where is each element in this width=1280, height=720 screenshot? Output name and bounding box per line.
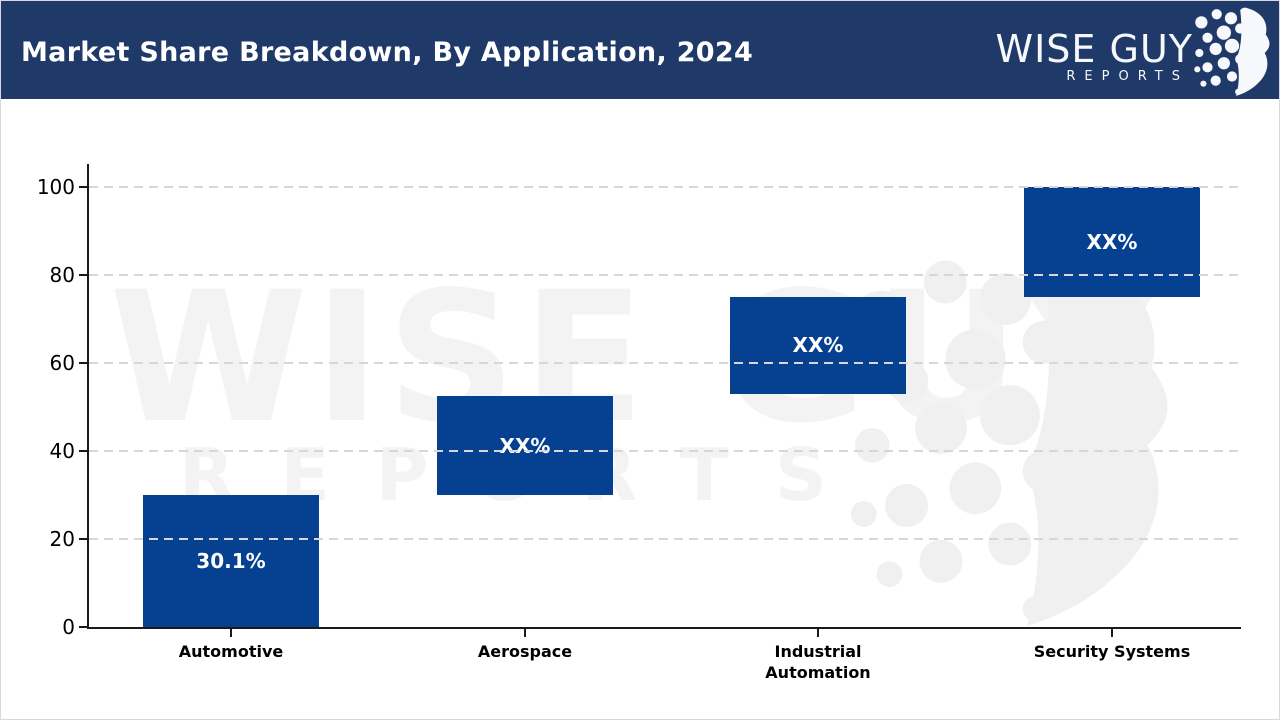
- y-axis-line: [87, 164, 89, 629]
- y-tick-20: [79, 538, 87, 540]
- y-tick-label-100: 100: [36, 175, 75, 199]
- y-tick-0: [79, 626, 87, 628]
- y-tick-60: [79, 362, 87, 364]
- bar-aerospace: XX%: [437, 396, 613, 495]
- x-tick-2: [817, 629, 819, 637]
- y-tick-label-60: 60: [49, 351, 75, 375]
- gridline-20: [89, 538, 1241, 540]
- x-axis-line: [87, 627, 1241, 629]
- bar-security-systems: XX%: [1024, 187, 1200, 297]
- gridline-60: [89, 362, 1241, 364]
- bar-value-label-security-systems: XX%: [1086, 230, 1138, 254]
- y-tick-100: [79, 186, 87, 188]
- bar-value-label-industrial-automation: XX%: [792, 333, 844, 358]
- y-tick-80: [79, 274, 87, 276]
- bar-automotive: 30.1%: [143, 494, 319, 627]
- y-tick-label-0: 0: [62, 615, 75, 639]
- y-tick-40: [79, 450, 87, 452]
- gridline-40: [89, 450, 1241, 452]
- bar-industrial-automation: XX%: [730, 297, 906, 394]
- x-tick-3: [1111, 629, 1113, 637]
- x-category-label-3: Security Systems: [1033, 642, 1191, 661]
- brand-name: WISE GUY: [995, 27, 1193, 71]
- header-bar: Market Share Breakdown, By Application, …: [1, 1, 1279, 99]
- x-category-label-1: Aerospace: [477, 642, 573, 661]
- x-category-label-2: Industrial Automation: [765, 642, 871, 682]
- x-category-label-0: Automotive: [178, 642, 284, 661]
- gridline-80: [89, 274, 1241, 276]
- bar-value-label-aerospace: XX%: [499, 433, 551, 458]
- brand-subname: REPORTS: [1066, 69, 1189, 84]
- plot-area: 0 20 40 60 80 100 30.1% XX% XX% XX% Automotive Aero…: [1, 99, 1279, 719]
- gridline-100: [89, 186, 1241, 188]
- y-tick-label-20: 20: [49, 527, 75, 551]
- x-tick-0: [230, 629, 232, 637]
- y-tick-label-80: 80: [49, 263, 75, 287]
- page-title: Market Share Breakdown, By Application, …: [21, 37, 754, 68]
- y-tick-label-40: 40: [49, 439, 75, 463]
- bar-value-label-automotive: 30.1%: [196, 548, 266, 573]
- brand-logo: WISE GUY REPORTS: [996, 1, 1270, 99]
- x-tick-1: [524, 629, 526, 637]
- brand-head-icon: [1189, 4, 1273, 104]
